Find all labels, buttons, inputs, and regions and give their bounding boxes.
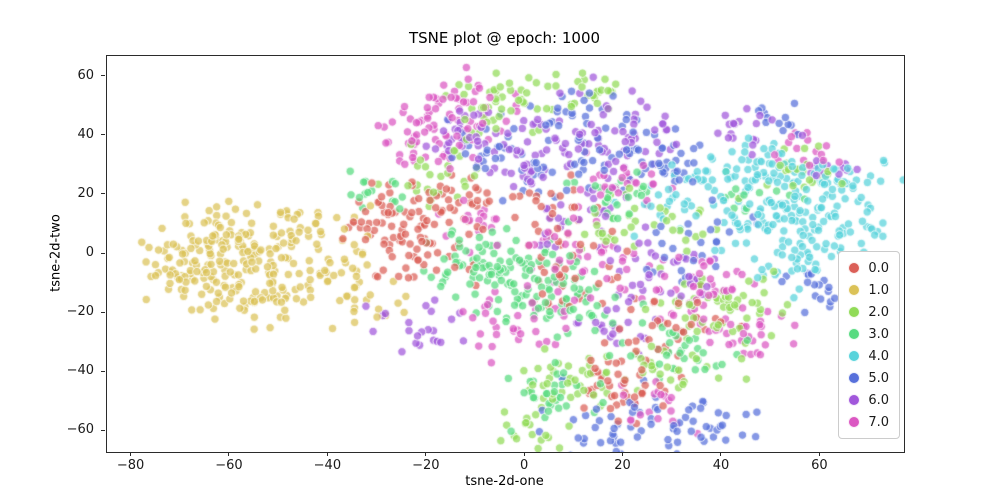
y-tick-mark xyxy=(101,370,105,372)
legend-swatch xyxy=(848,284,861,296)
legend-label: 5.0 xyxy=(868,370,889,386)
y-tick-label: 20 xyxy=(77,185,94,201)
y-tick-mark xyxy=(101,311,105,313)
legend-label: 0.0 xyxy=(868,260,889,276)
legend-swatch xyxy=(848,328,861,340)
legend-label: 4.0 xyxy=(868,348,889,364)
y-tick-label: −20 xyxy=(66,304,94,320)
legend-item: 0.0 xyxy=(848,257,889,279)
x-axis-label: tsne-2d-one xyxy=(465,474,544,489)
x-tick-label: −40 xyxy=(313,458,342,473)
legend-swatch xyxy=(848,262,861,274)
legend-swatch xyxy=(848,394,861,406)
legend-item: 7.0 xyxy=(848,411,889,433)
legend: 0.0 1.0 2.0 3.0 4.0 5.0 6.0 7.0 xyxy=(838,251,900,439)
legend-item: 1.0 xyxy=(848,279,889,301)
legend-label: 6.0 xyxy=(868,392,889,408)
legend-label: 2.0 xyxy=(868,304,889,320)
y-tick-mark xyxy=(101,429,105,431)
x-tick-label: 0 xyxy=(520,458,529,473)
x-tick-label: −20 xyxy=(412,458,440,473)
y-tick-label: −40 xyxy=(66,363,94,379)
legend-label: 1.0 xyxy=(868,282,889,298)
x-tick-label: 40 xyxy=(712,458,730,473)
x-tick-label: 20 xyxy=(614,458,631,473)
y-axis-label: tsne-2d-two xyxy=(48,214,64,292)
scatter-points-canvas xyxy=(107,56,904,452)
legend-swatch xyxy=(848,350,861,362)
plot-title: TSNE plot @ epoch: 1000 xyxy=(408,29,601,47)
legend-item: 5.0 xyxy=(848,367,889,389)
y-tick-mark xyxy=(101,193,105,195)
legend-label: 7.0 xyxy=(868,414,889,430)
x-tick-label: −60 xyxy=(215,458,243,473)
y-tick-label: −60 xyxy=(66,422,94,438)
axes-area: 0.0 1.0 2.0 3.0 4.0 5.0 6.0 7.0 xyxy=(106,55,905,453)
y-tick-mark xyxy=(101,75,105,77)
legend-label: 3.0 xyxy=(868,326,889,342)
legend-swatch xyxy=(848,416,861,428)
legend-item: 4.0 xyxy=(848,345,889,367)
y-tick-mark xyxy=(101,134,105,136)
legend-item: 6.0 xyxy=(848,389,889,411)
legend-item: 2.0 xyxy=(848,301,889,323)
x-tick-label: 60 xyxy=(811,458,828,473)
y-tick-mark xyxy=(101,252,105,254)
x-tick-label: −80 xyxy=(116,458,145,473)
legend-item: 3.0 xyxy=(848,323,889,345)
y-tick-label: 40 xyxy=(77,126,94,142)
y-tick-label: 60 xyxy=(77,67,94,83)
legend-swatch xyxy=(848,306,861,318)
legend-swatch xyxy=(848,372,861,384)
